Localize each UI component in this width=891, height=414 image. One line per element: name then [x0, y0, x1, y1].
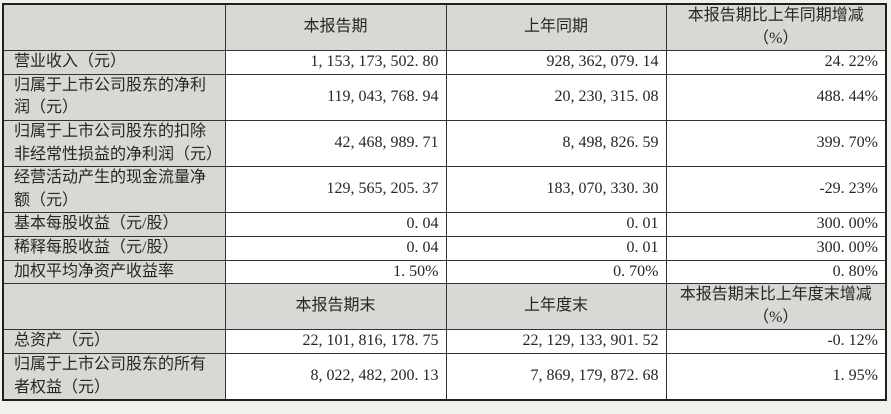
header-prior-period: 上年同期 — [445, 3, 667, 52]
change-percent-value: 1. 95% — [665, 352, 887, 401]
current-period-value: 119, 043, 768. 94 — [224, 73, 447, 121]
prior-period-value: 22, 129, 133, 901. 52 — [445, 329, 667, 354]
change-percent-value: 24. 22% — [665, 50, 887, 75]
prior-period-value: 20, 230, 315. 08 — [445, 73, 667, 121]
current-period-value: 1. 50% — [224, 259, 447, 285]
prior-period-value: 183, 070, 330. 30 — [445, 166, 667, 214]
row-label: 稀释每股收益（元/股） — [2, 235, 226, 261]
prior-period-value: 928, 362, 079. 14 — [445, 50, 667, 75]
financial-summary-table: 本报告期 上年同期 本报告期比上年同期增减 （%） 营业收入（元） 1, 153… — [2, 3, 887, 402]
current-period-value: 42, 468, 989. 71 — [224, 119, 447, 168]
prior-period-value: 0. 01 — [445, 235, 667, 261]
row-label: 营业收入（元） — [2, 50, 226, 75]
header-end-of-period: 本报告期末 — [224, 283, 447, 331]
current-period-value: 22, 101, 816, 178. 75 — [224, 329, 447, 354]
prior-period-value: 7, 869, 179, 872. 68 — [445, 352, 667, 401]
current-period-value: 8, 022, 482, 200. 13 — [224, 352, 447, 401]
header-empty-cell — [2, 3, 226, 52]
current-period-value: 129, 565, 205. 37 — [224, 166, 447, 214]
change-percent-value: 300. 00% — [665, 212, 887, 237]
section2-header-row: 本报告期末 上年度末 本报告期末比上年度末增减 （%） — [2, 283, 887, 331]
section1-header-row: 本报告期 上年同期 本报告期比上年同期增减 （%） — [2, 3, 887, 52]
row-label: 归属于上市公司股东的扣除非经常性损益的净利润（元） — [2, 119, 226, 168]
table-row-basic-eps: 基本每股收益（元/股） 0. 04 0. 01 300. 00% — [2, 212, 887, 237]
row-label: 基本每股收益（元/股） — [2, 212, 226, 237]
header-end-of-prior-year: 上年度末 — [445, 283, 667, 331]
table-row-net-profit-attributable: 归属于上市公司股东的净利润（元） 119, 043, 768. 94 20, 2… — [2, 73, 887, 121]
prior-period-value: 0. 70% — [445, 259, 667, 285]
table-row-diluted-eps: 稀释每股收益（元/股） 0. 04 0. 01 300. 00% — [2, 235, 887, 261]
table-row-total-assets: 总资产（元） 22, 101, 816, 178. 75 22, 129, 13… — [2, 329, 887, 354]
row-label: 加权平均净资产收益率 — [2, 259, 226, 285]
header-current-period: 本报告期 — [224, 3, 447, 52]
current-period-value: 1, 153, 173, 502. 80 — [224, 50, 447, 75]
table-row-net-profit-excl-nonrecurring: 归属于上市公司股东的扣除非经常性损益的净利润（元） 42, 468, 989. … — [2, 119, 887, 168]
current-period-value: 0. 04 — [224, 212, 447, 237]
change-percent-value: -29. 23% — [665, 166, 887, 214]
prior-period-value: 0. 01 — [445, 212, 667, 237]
table-row-owners-equity-attributable: 归属于上市公司股东的所有者权益（元） 8, 022, 482, 200. 13 … — [2, 352, 887, 401]
current-period-value: 0. 04 — [224, 235, 447, 261]
row-label: 归属于上市公司股东的所有者权益（元） — [2, 352, 226, 401]
header-period-change-percent: 本报告期比上年同期增减 （%） — [665, 3, 887, 52]
prior-period-value: 8, 498, 826. 59 — [445, 119, 667, 168]
change-percent-value: -0. 12% — [665, 329, 887, 354]
table-row-operating-revenue: 营业收入（元） 1, 153, 173, 502. 80 928, 362, 0… — [2, 50, 887, 75]
change-percent-value: 488. 44% — [665, 73, 887, 121]
change-percent-value: 399. 70% — [665, 119, 887, 168]
table-row-operating-cash-flow: 经营活动产生的现金流量净额（元） 129, 565, 205. 37 183, … — [2, 166, 887, 214]
row-label: 总资产（元） — [2, 329, 226, 354]
change-percent-value: 300. 00% — [665, 235, 887, 261]
header-empty-cell — [2, 283, 226, 331]
row-label: 归属于上市公司股东的净利润（元） — [2, 73, 226, 121]
row-label: 经营活动产生的现金流量净额（元） — [2, 166, 226, 214]
header-year-end-change-percent: 本报告期末比上年度末增减 （%） — [665, 283, 887, 331]
table-row-weighted-avg-roe: 加权平均净资产收益率 1. 50% 0. 70% 0. 80% — [2, 259, 887, 285]
change-percent-value: 0. 80% — [665, 259, 887, 285]
